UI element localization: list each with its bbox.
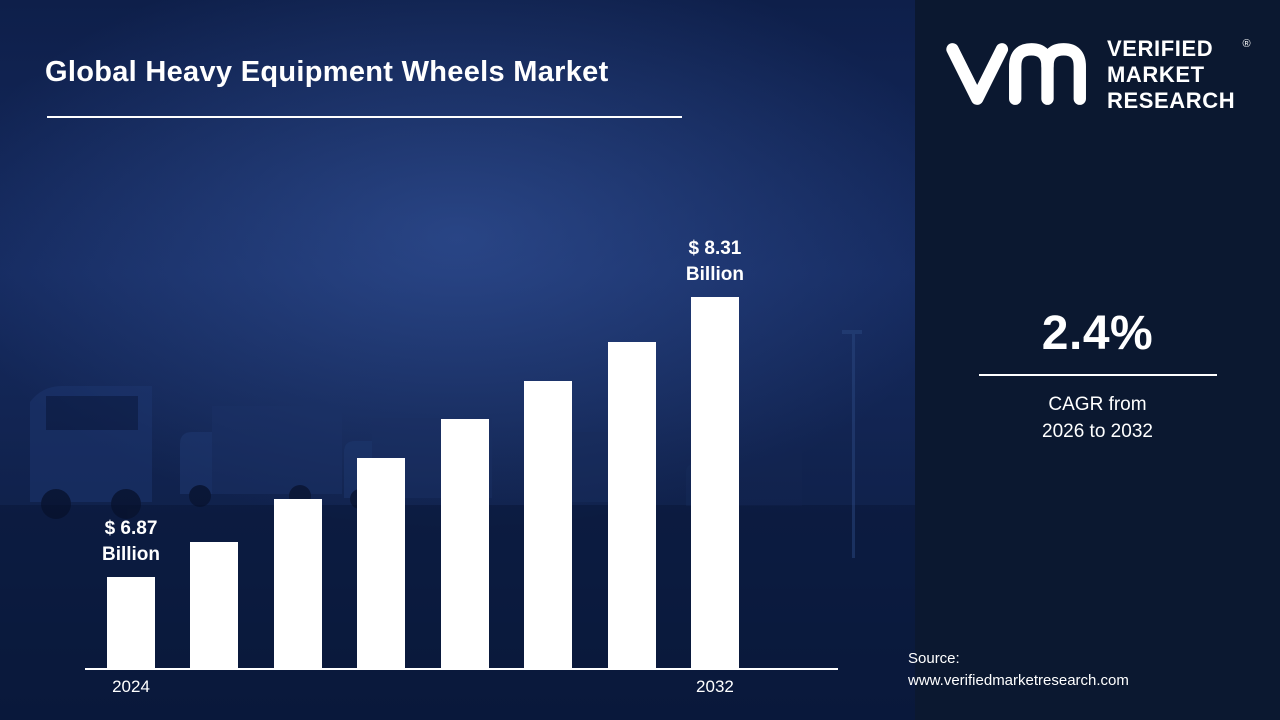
source-credit: Source: www.verifiedmarketresearch.com [908, 648, 1129, 692]
title-underline [47, 116, 682, 118]
bar [357, 458, 406, 668]
bar-column [524, 381, 573, 668]
bar [690, 297, 739, 668]
vmr-monogram-icon [946, 43, 1086, 105]
bar-column [273, 499, 322, 668]
bar [440, 419, 489, 668]
logo-line-verified: VERIFIED [1107, 36, 1214, 61]
bar [190, 542, 239, 668]
bar [607, 342, 656, 668]
bar-column [607, 342, 656, 668]
logo-line-research: RESEARCH [1107, 88, 1236, 113]
info-panel: VERIFIED MARKET RESEARCH ® 2.4% CAGR fro… [915, 0, 1280, 720]
vmr-logo: VERIFIED MARKET RESEARCH ® [943, 34, 1251, 114]
bar-chart: $ 6.87 Billion 2024 $ 8.31 Billion 2032 [102, 236, 744, 696]
cagr-value: 2.4% [1041, 307, 1154, 360]
bar [107, 577, 155, 668]
bar-column: $ 8.31 Billion 2032 [686, 236, 744, 696]
bar-value-label: $ 8.31 Billion [685, 238, 744, 285]
source-label: Source: [908, 650, 960, 667]
x-axis-tick-label: 2032 [696, 677, 734, 696]
bar-value-label: $ 6.87 Billion [101, 518, 161, 565]
cagr-label-line1: CAGR from [1048, 394, 1147, 415]
bar-column [190, 542, 239, 668]
page-title: Global Heavy Equipment Wheels Market [45, 56, 609, 88]
cagr-label-line2: 2026 to 2032 [1042, 421, 1153, 442]
x-axis-line [85, 668, 838, 670]
source-url: www.verifiedmarketresearch.com [908, 672, 1129, 689]
x-axis-tick-label: 2024 [112, 677, 150, 696]
logo-line-market: MARKET [1107, 62, 1205, 87]
bar-column: $ 6.87 Billion 2024 [102, 516, 160, 696]
logo-wordmark: VERIFIED MARKET RESEARCH ® [1107, 36, 1251, 114]
bar [273, 499, 322, 668]
bar-column [357, 458, 406, 668]
bar [524, 381, 573, 668]
bar-column [440, 419, 489, 668]
stat-divider [978, 374, 1217, 376]
registered-mark: ® [1242, 38, 1252, 50]
cagr-stat-block: 2.4% CAGR from 2026 to 2032 [915, 306, 1280, 445]
chart-panel: Global Heavy Equipment Wheels Market $ 6… [0, 0, 915, 720]
